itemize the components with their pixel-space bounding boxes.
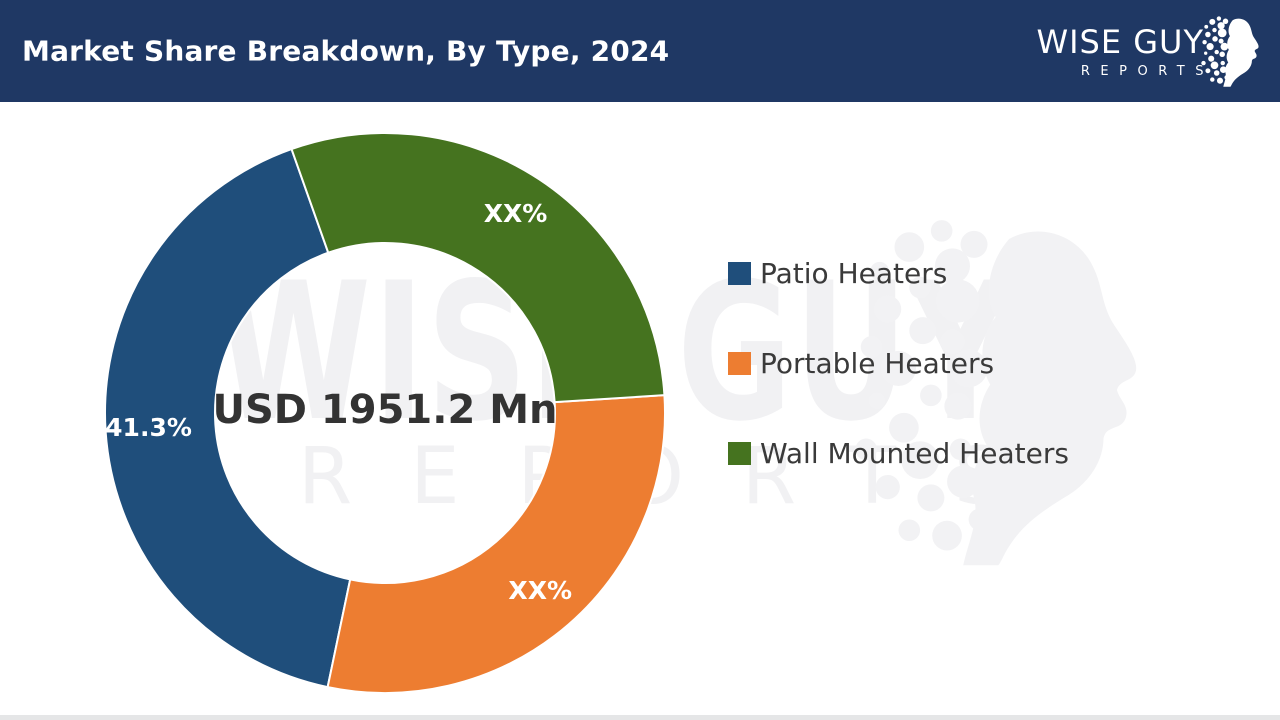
legend-label: Patio Heaters: [760, 256, 948, 290]
donut-chart: 41.3% XX% XX%: [104, 132, 666, 694]
segment-percentage-label: XX%: [508, 576, 572, 605]
segment-percentage-label: 41.3%: [105, 413, 192, 442]
chart-center-value: USD 1951.2 Mn: [212, 387, 558, 433]
legend: Patio Heaters Portable Heaters Wall Mounte…: [728, 228, 1069, 498]
legend-swatch: [728, 261, 751, 285]
legend-item: Patio Heaters: [728, 228, 1069, 318]
legend-label: Portable Heaters: [760, 346, 995, 380]
legend-label: Wall Mounted Heaters: [760, 436, 1069, 470]
segment-percentage-label: XX%: [484, 199, 548, 228]
brand-logo: WISE GUY REPORTS: [1036, 6, 1264, 96]
page-title: Market Share Breakdown, By Type, 2024: [22, 34, 670, 68]
brand-subname: REPORTS: [1080, 64, 1214, 79]
pie-segment: [326, 394, 666, 694]
legend-item: Portable Heaters: [728, 318, 1069, 408]
pie-segment: [104, 148, 352, 689]
legend-item: Wall Mounted Heaters: [728, 408, 1069, 498]
header-bar: Market Share Breakdown, By Type, 2024 WI…: [0, 0, 1280, 102]
pie-segment: [290, 132, 666, 404]
bottom-strip: [0, 715, 1280, 720]
legend-swatch: [728, 441, 751, 465]
brand-logo-text: WISE GUY REPORTS: [1036, 23, 1204, 79]
brand-name: WISE GUY: [1036, 23, 1204, 61]
legend-swatch: [728, 351, 751, 375]
dotted-face-icon: [1198, 9, 1264, 93]
